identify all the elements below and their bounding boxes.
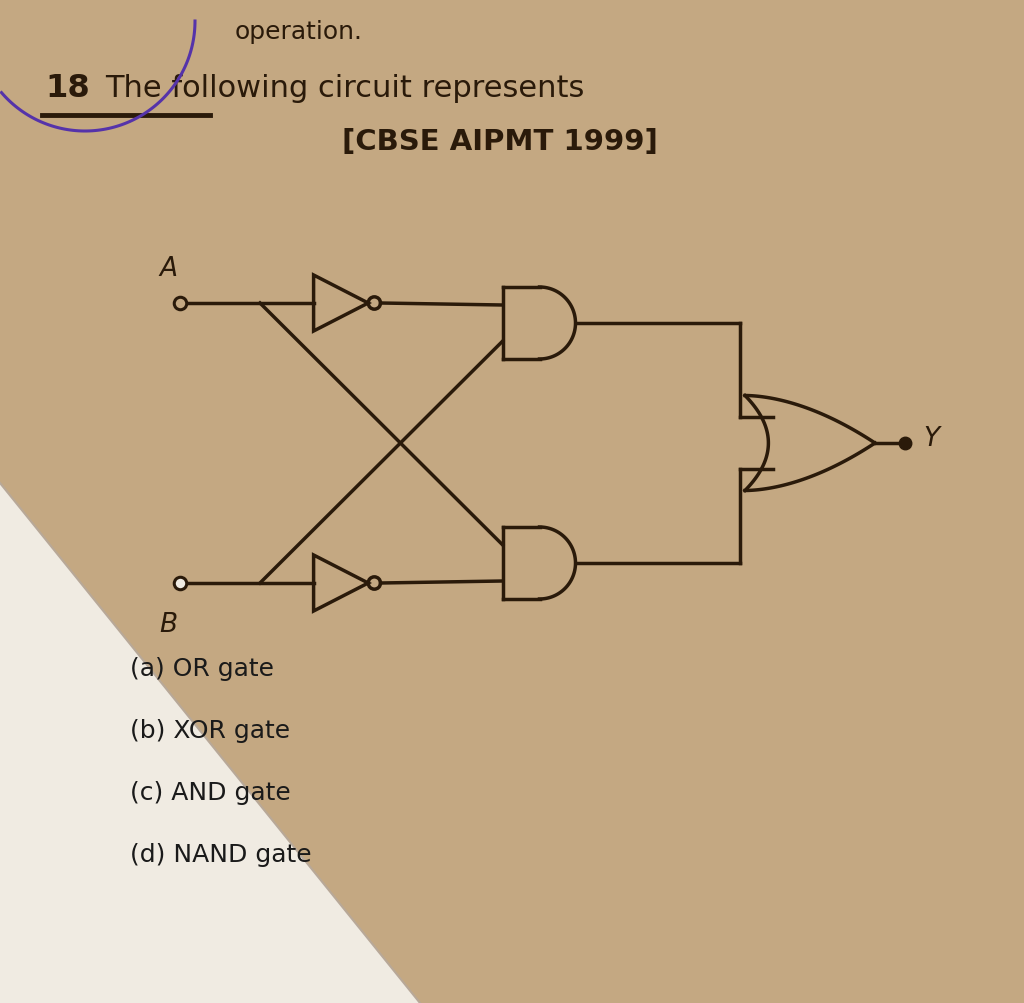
Text: (a) OR gate: (a) OR gate <box>130 656 274 680</box>
Text: A: A <box>159 256 177 282</box>
Text: The following circuit represents: The following circuit represents <box>105 74 585 103</box>
Text: (d) NAND gate: (d) NAND gate <box>130 843 311 867</box>
Text: 18: 18 <box>45 73 90 104</box>
Text: (c) AND gate: (c) AND gate <box>130 780 291 804</box>
Text: operation.: operation. <box>234 20 362 44</box>
Text: B: B <box>159 612 177 637</box>
Polygon shape <box>0 483 420 1003</box>
Text: (b) XOR gate: (b) XOR gate <box>130 718 290 742</box>
Text: Y: Y <box>923 425 939 451</box>
Text: [CBSE AIPMT 1999]: [CBSE AIPMT 1999] <box>342 127 658 155</box>
